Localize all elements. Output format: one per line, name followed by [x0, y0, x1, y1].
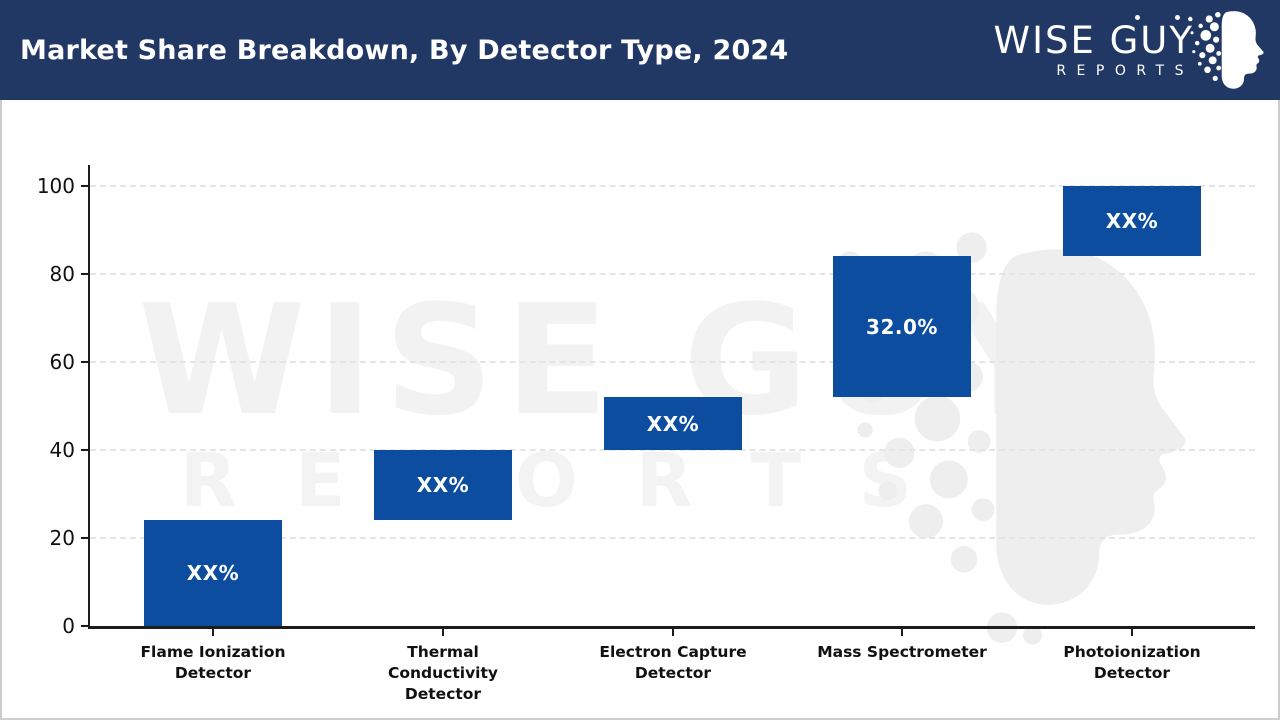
category-label: Photoionization Detector — [1063, 643, 1201, 682]
gridline-100 — [90, 185, 1255, 187]
bar-segment: 32.0% — [833, 256, 971, 398]
x-axis — [88, 626, 1255, 629]
chart-area: WISE GUY R E P O R T S 0 20 40 60 80 100 XX% Fl… — [0, 100, 1280, 720]
y-tick-label: 0 — [62, 614, 75, 638]
category-label: Flame Ionization Detector — [140, 643, 286, 682]
bar-segment: XX% — [1063, 186, 1201, 257]
y-tick-mark — [81, 625, 88, 627]
category-label: Electron Capture Detector — [599, 643, 747, 682]
y-tick-mark — [81, 273, 88, 275]
y-tick-mark — [81, 537, 88, 539]
x-tick-mark — [212, 629, 214, 636]
logo-dot-u — [1135, 14, 1140, 20]
x-tick-mark — [901, 629, 903, 636]
y-tick-label: 60 — [49, 350, 75, 374]
logo-text: WISE GUY REPORTS — [993, 14, 1194, 79]
logo-dot-y — [1175, 14, 1180, 20]
header-bar: Market Share Breakdown, By Detector Type… — [0, 0, 1280, 100]
category-label: Mass Spectrometer — [817, 643, 987, 661]
bar-value-label: XX% — [186, 561, 240, 586]
wiseguy-logo: WISE GUY REPORTS — [994, 7, 1280, 93]
x-tick-mark — [442, 629, 444, 636]
y-tick-mark — [81, 449, 88, 451]
gridline-60 — [90, 361, 1255, 363]
y-tick-label: 40 — [49, 438, 75, 462]
bar-value-label: XX% — [646, 411, 700, 436]
bar-segment: XX% — [144, 520, 282, 626]
bar-value-label: XX% — [416, 473, 470, 498]
gridline-80 — [90, 273, 1255, 275]
page-title: Market Share Breakdown, By Detector Type… — [20, 34, 789, 66]
y-tick-label: 80 — [49, 262, 75, 286]
category-label: Thermal Conductivity Detector — [387, 643, 499, 703]
x-tick-mark — [672, 629, 674, 636]
logo-subtitle: REPORTS — [1056, 62, 1194, 79]
logo-wordmark: WISE GUY — [993, 18, 1194, 62]
y-tick-mark — [81, 185, 88, 187]
bar-value-label: XX% — [1105, 209, 1159, 234]
y-tick-mark — [81, 361, 88, 363]
bar-segment: XX% — [604, 397, 742, 450]
y-tick-label: 100 — [36, 174, 75, 198]
gridline-20 — [90, 537, 1255, 539]
gridline-40 — [90, 449, 1255, 451]
watermark-subtitle: R E P O R T S — [180, 438, 929, 524]
x-tick-mark — [1131, 629, 1133, 636]
bar-segment: XX% — [374, 450, 512, 521]
y-axis — [88, 165, 90, 629]
bar-value-label: 32.0% — [866, 314, 938, 339]
y-tick-label: 20 — [49, 526, 75, 550]
logo-face-icon — [1188, 11, 1264, 89]
